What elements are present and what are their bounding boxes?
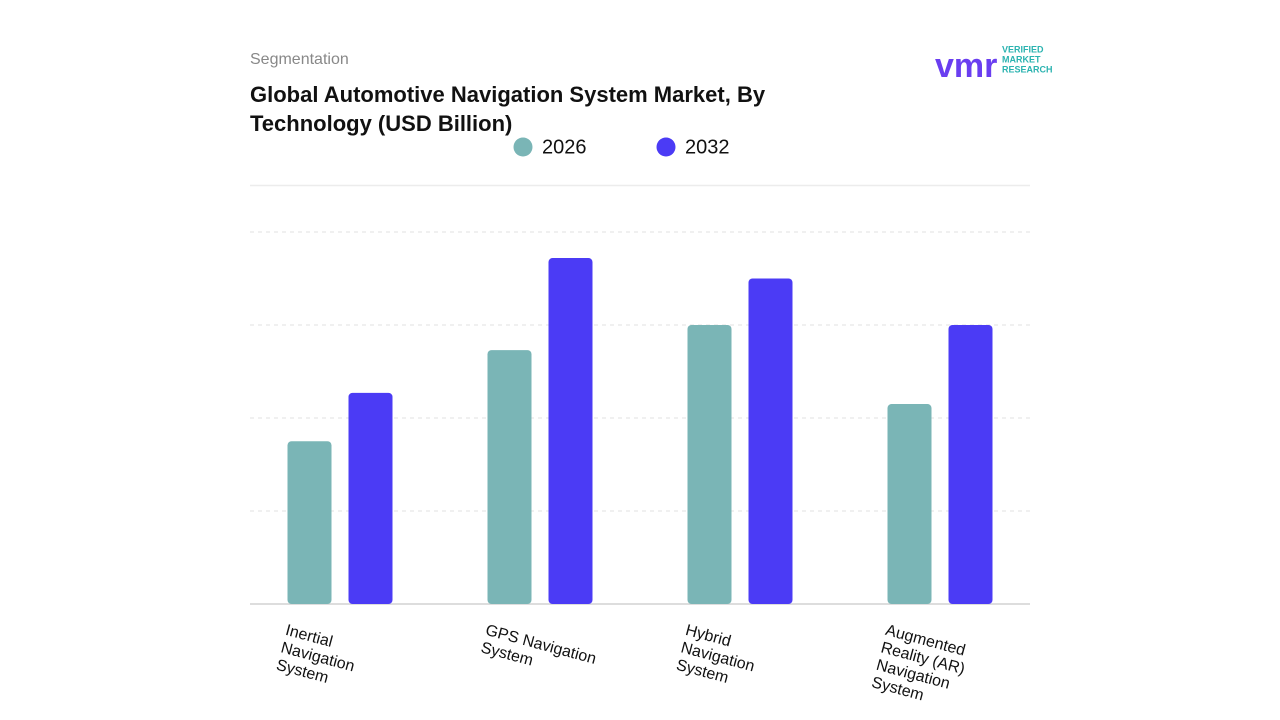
title-box: Global Automotive Navigation System Mark… — [250, 82, 766, 136]
bar — [887, 404, 932, 604]
logo-text: VERIFIED — [1002, 44, 1044, 54]
legend-label: 2026 — [542, 136, 587, 158]
bar — [948, 325, 993, 604]
logo-text: MARKET — [1002, 54, 1041, 64]
bar — [487, 350, 532, 604]
section-label: Segmentation — [250, 51, 349, 68]
chart-title: Global Automotive Navigation System Mark… — [250, 82, 766, 136]
bar — [348, 392, 393, 604]
legend-label: 2032 — [685, 136, 730, 158]
logo-text: RESEARCH — [1002, 64, 1053, 74]
bar — [287, 441, 332, 604]
legend-marker — [513, 137, 533, 157]
bar — [548, 258, 593, 604]
legend-marker — [656, 137, 676, 157]
bar — [748, 278, 793, 604]
bar — [687, 325, 732, 604]
logo-mark: vmr — [935, 47, 997, 85]
